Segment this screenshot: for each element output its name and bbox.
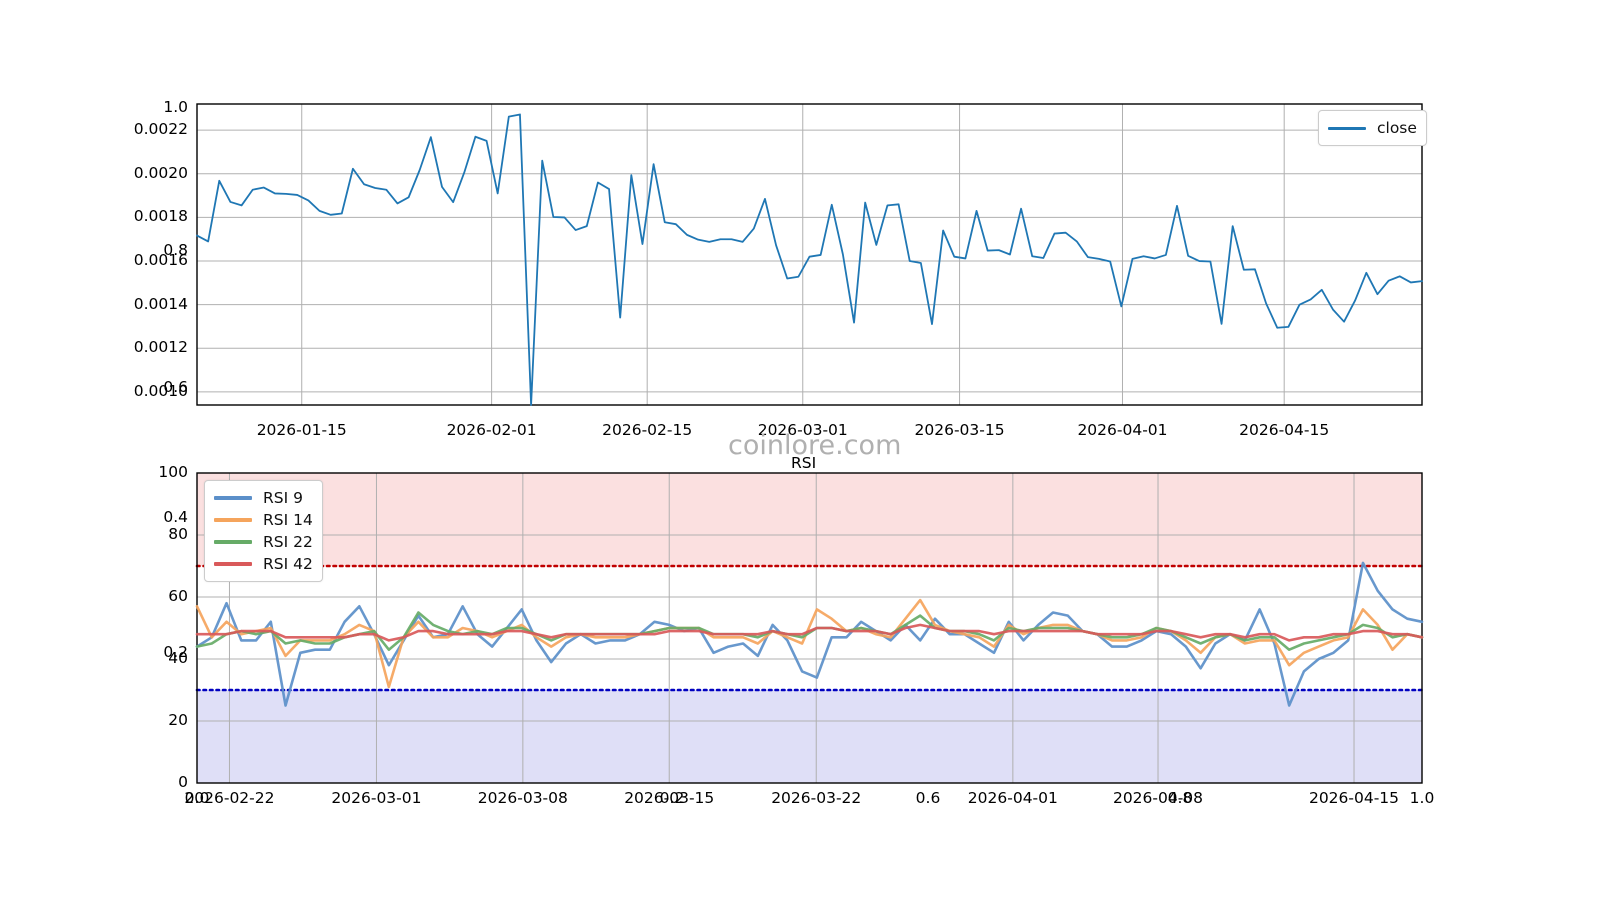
rsi-legend-label: RSI 14: [263, 511, 313, 529]
price-x-tick: 2026-04-15: [1239, 421, 1330, 439]
rsi-line-rsi-42: [195, 623, 1424, 642]
rsi-y-tick: 40: [168, 649, 188, 667]
legend-line-icon: [214, 540, 252, 544]
price-x-tick: 2026-04-01: [1077, 421, 1168, 439]
price-line-close: [196, 113, 1423, 406]
rsi-legend-label: RSI 9: [263, 489, 303, 507]
legend-line-icon: [214, 518, 252, 522]
price-y-overlay-tick: 1.0: [163, 98, 188, 116]
rsi-x-overlay-tick: 0.6: [915, 789, 941, 807]
rsi-x-overlay-tick: 0.2: [659, 789, 685, 807]
price-legend-item[interactable]: close: [1328, 117, 1417, 139]
rsi-x-overlay-tick: 0.0: [184, 789, 210, 807]
rsi-y-overlay-tick: 0.2: [163, 643, 188, 661]
rsi-x-tick: 2026-03-15: [624, 789, 715, 807]
price-y-tick: 0.0010: [133, 381, 188, 400]
rsi-legend-label: RSI 22: [263, 533, 313, 551]
price-y-overlay-tick: 0.6: [163, 378, 188, 396]
price-y-tick: 0.0016: [133, 251, 188, 270]
rsi-legend-item[interactable]: RSI 9: [214, 487, 313, 509]
price-x-tick: 2026-02-15: [602, 421, 693, 439]
price-legend-label: close: [1377, 119, 1417, 137]
price-y-tick: 0.0018: [133, 207, 188, 226]
rsi-legend-item[interactable]: RSI 22: [214, 531, 313, 553]
rsi-x-overlay-tick: 0.8: [1167, 789, 1193, 807]
price-x-tick: 2026-03-15: [914, 421, 1005, 439]
price-x-tick: 2026-01-15: [256, 421, 347, 439]
rsi-plot-svg: [195, 472, 1424, 784]
price-y-tick: 0.0012: [133, 338, 188, 357]
legend-line-icon: [214, 496, 252, 500]
rsi-x-tick: 2026-03-01: [331, 789, 422, 807]
rsi-legend-item[interactable]: RSI 42: [214, 553, 313, 575]
price-y-overlay-tick: 0.8: [163, 241, 188, 259]
price-y-tick: 0.0014: [133, 294, 188, 313]
rsi-panel-title: RSI: [791, 454, 817, 472]
price-chart-panel: 0.0010 0.0012 0.0014 0.0016 0.0018 0.0020 0.00…: [133, 98, 1427, 439]
rsi-y-tick: 60: [168, 587, 188, 605]
rsi-y-tick: 0: [178, 773, 188, 791]
rsi-x-tick: 2026-03-08: [477, 789, 568, 807]
rsi-x-tick: 2026-04-01: [967, 789, 1058, 807]
price-x-tick: 2026-03-01: [757, 421, 848, 439]
rsi-x-tick: 2026-04-15: [1308, 789, 1400, 807]
rsi-chart-panel: 0 20 40 60 80 100 0.2 0.4 2026-02-22 2026-03-01…: [0, 460, 1600, 820]
rsi-legend[interactable]: RSI 9 RSI 14 RSI 22 RSI 42: [204, 480, 323, 582]
rsi-y-overlay-tick: 0.4: [163, 508, 188, 526]
price-x-tick: 2026-02-01: [446, 421, 537, 439]
rsi-legend-label: RSI 42: [263, 555, 313, 573]
rsi-y-tick: 100: [158, 463, 188, 481]
rsi-legend-item[interactable]: RSI 14: [214, 509, 313, 531]
rsi-line-rsi-22: [195, 611, 1424, 651]
legend-line-icon: [1328, 126, 1366, 130]
price-plot-svg: [196, 103, 1423, 406]
price-y-tick: 0.0022: [133, 120, 188, 139]
rsi-x-tick: 2026-04-08: [1112, 789, 1204, 807]
price-y-tick: 0.0020: [133, 163, 188, 182]
rsi-x-tick: 2026-02-22: [184, 789, 275, 807]
rsi-band: [197, 473, 1422, 566]
price-legend[interactable]: close: [1318, 110, 1427, 146]
rsi-x-overlay-tick: 1.0: [1409, 789, 1435, 807]
rsi-band: [197, 690, 1422, 783]
legend-line-icon: [214, 562, 252, 566]
watermark: coinlore.com: [728, 430, 902, 461]
rsi-x-tick: 2026-03-22: [771, 789, 862, 807]
rsi-y-tick: 20: [168, 711, 188, 729]
rsi-y-tick: 80: [168, 525, 188, 543]
